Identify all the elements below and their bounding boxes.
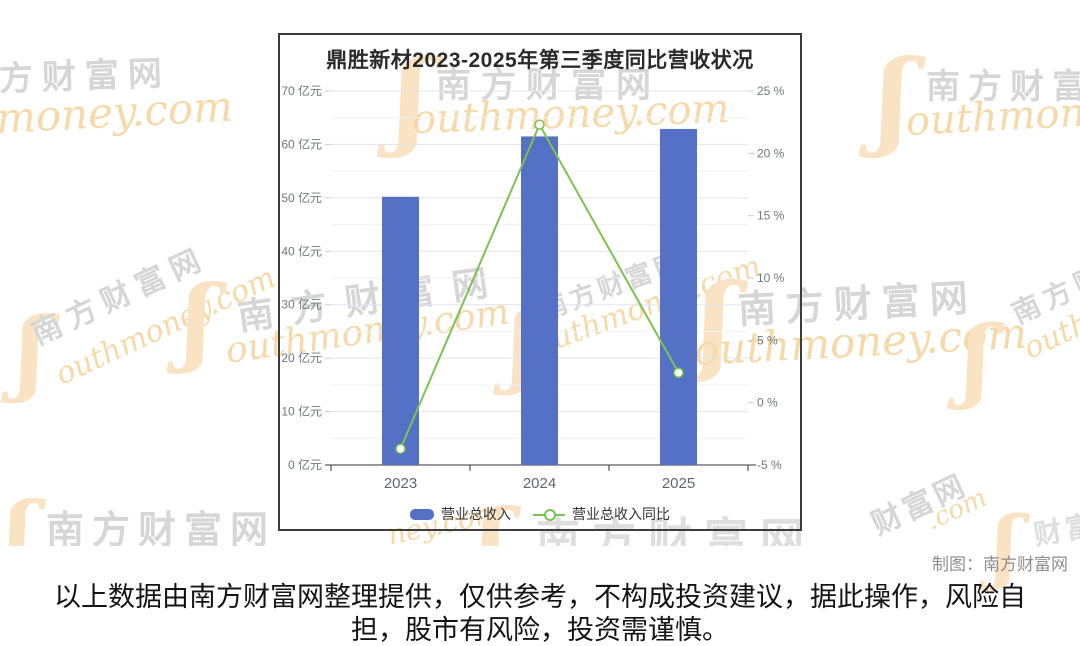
watermark-site-name: 财富网 [1031, 503, 1080, 551]
svg-text:2025: 2025 [662, 475, 695, 492]
s-watermark-glyph: ʃ [16, 297, 47, 405]
svg-text:0 亿元: 0 亿元 [288, 457, 322, 472]
watermark-site-url: money.com [0, 81, 235, 143]
svg-text:-5 %: -5 % [757, 458, 782, 472]
svg-text:10 %: 10 % [757, 271, 785, 285]
watermark-site-name: 南方财富网 [926, 68, 1080, 106]
svg-text:15 %: 15 % [757, 209, 785, 223]
svg-text:0 %: 0 % [757, 396, 778, 410]
svg-text:25 %: 25 % [757, 84, 785, 98]
legend-label-revenue: 营业总收入 [441, 506, 511, 522]
watermark-site-url: .com [921, 482, 992, 537]
chart-legend: 营业总收入 营业总收入同比 [280, 504, 800, 524]
svg-text:70 亿元: 70 亿元 [281, 83, 322, 98]
line-series-swatch-icon [533, 508, 565, 521]
svg-text:10 亿元: 10 亿元 [281, 404, 322, 419]
s-watermark-glyph: ʃ [962, 306, 992, 412]
watermark-site-name: 南方财富网 [0, 54, 172, 100]
svg-text:40 亿元: 40 亿元 [281, 243, 322, 258]
watermark-site-name: 南方财富网 [1007, 229, 1080, 330]
svg-text:2023: 2023 [384, 475, 417, 492]
chart-panel: 鼎胜新材2023-2025年第三季度同比营收状况 0 亿元 10 亿元 20 亿元 3… [278, 33, 802, 531]
chart-credit: 制图：南方财富网 [932, 555, 1068, 574]
svg-text:30 亿元: 30 亿元 [281, 297, 322, 312]
s-watermark-glyph: ʃ [876, 36, 911, 160]
watermark-site-name: 南方财富网 [26, 241, 213, 352]
watermark-site-url: outhmoney.com [1018, 234, 1080, 367]
bar-series-swatch-icon [410, 508, 434, 520]
watermark-site-name: 南方财富网 [46, 510, 277, 546]
legend-item-yoy[interactable]: 营业总收入同比 [533, 504, 670, 524]
watermark-site-url: outhmoney.com [904, 82, 1080, 145]
svg-text:50 亿元: 50 亿元 [281, 190, 322, 205]
svg-text:20 %: 20 % [757, 146, 785, 160]
chart-canvas[interactable]: 0 亿元 10 亿元 20 亿元 30 亿元 40 亿元 50 亿元 60 亿元 70 亿元 -… [280, 35, 800, 529]
legend-item-revenue[interactable]: 营业总收入 [410, 504, 511, 524]
legend-label-yoy: 营业总收入同比 [572, 506, 670, 522]
s-watermark-glyph: ʃ [182, 265, 214, 376]
disclaimer: 以上数据由南方财富网整理提供，仅供参考，不构成投资建议，据此操作，风险自担，股市… [54, 582, 1026, 645]
svg-text:20 亿元: 20 亿元 [281, 350, 322, 365]
watermark-site-url: outhmoney.com [50, 260, 282, 393]
line-swatch-marker [544, 508, 556, 521]
svg-text:2024: 2024 [523, 475, 556, 492]
svg-text:5 %: 5 % [757, 333, 778, 347]
svg-text:60 亿元: 60 亿元 [281, 136, 322, 151]
watermark-site-name: 财富网 [866, 468, 974, 542]
s-watermark-glyph: ʃ [4, 488, 34, 546]
